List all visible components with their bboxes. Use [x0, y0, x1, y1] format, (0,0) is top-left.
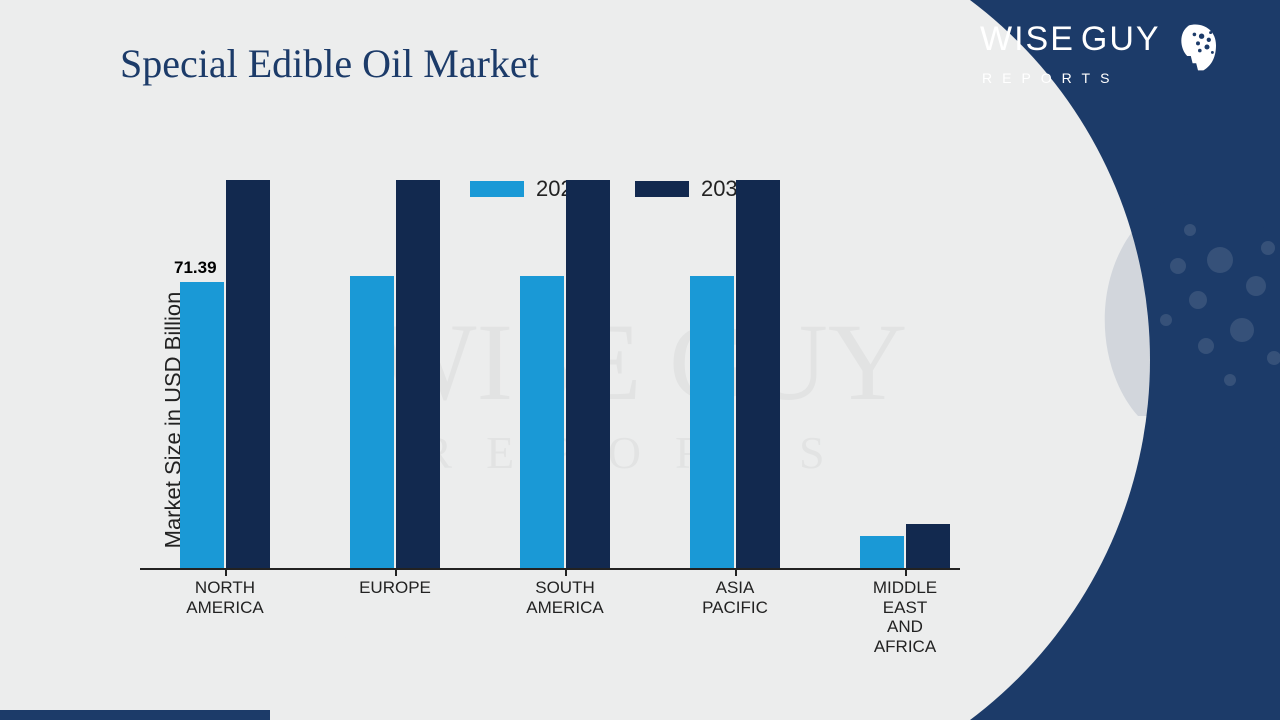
footer-accent-bar — [0, 710, 270, 720]
bar-2032 — [226, 180, 270, 568]
bar-group: ASIAPACIFIC — [650, 170, 820, 568]
category-label: MIDDLEEASTANDAFRICA — [845, 578, 965, 656]
bar-2032 — [906, 524, 950, 568]
bar-2024 — [690, 276, 734, 568]
right-navy-panel — [960, 0, 1280, 720]
bar-2032 — [396, 180, 440, 568]
chart-plot: 71.39NORTHAMERICAEUROPESOUTHAMERICAASIAP… — [140, 170, 960, 570]
bar-group: MIDDLEEASTANDAFRICA — [820, 170, 990, 568]
x-tick — [395, 568, 397, 576]
bar-2032 — [736, 180, 780, 568]
chart-stage: WISE GUY REPORTS Special Edible Oil Mark… — [0, 0, 1280, 720]
bar-group: SOUTHAMERICA — [480, 170, 650, 568]
x-tick — [735, 568, 737, 576]
x-tick — [225, 568, 227, 576]
brand-word-guy: GUY — [1081, 20, 1161, 59]
bar-value-label: 71.39 — [174, 258, 217, 278]
category-label: EUROPE — [335, 578, 455, 598]
x-tick — [905, 568, 907, 576]
chart-area: Market Size in USD Billion 71.39NORTHAME… — [60, 170, 960, 670]
brand-word-wise: WISE — [980, 20, 1075, 59]
chart-title: Special Edible Oil Market — [120, 40, 539, 87]
category-label: SOUTHAMERICA — [505, 578, 625, 617]
bar-2024 — [180, 282, 224, 568]
category-label: NORTHAMERICA — [165, 578, 285, 617]
bar-group: 71.39NORTHAMERICA — [140, 170, 310, 568]
bar-2024 — [350, 276, 394, 568]
category-label: ASIAPACIFIC — [675, 578, 795, 617]
bar-group: EUROPE — [310, 170, 480, 568]
bar-2024 — [520, 276, 564, 568]
brain-head-icon — [1171, 20, 1225, 74]
x-tick — [565, 568, 567, 576]
bar-2024 — [860, 536, 904, 568]
brand-logo-text: WISE GUY — [980, 20, 1260, 74]
brand-logo: WISE GUY REPORTS — [980, 20, 1260, 90]
bar-2032 — [566, 180, 610, 568]
